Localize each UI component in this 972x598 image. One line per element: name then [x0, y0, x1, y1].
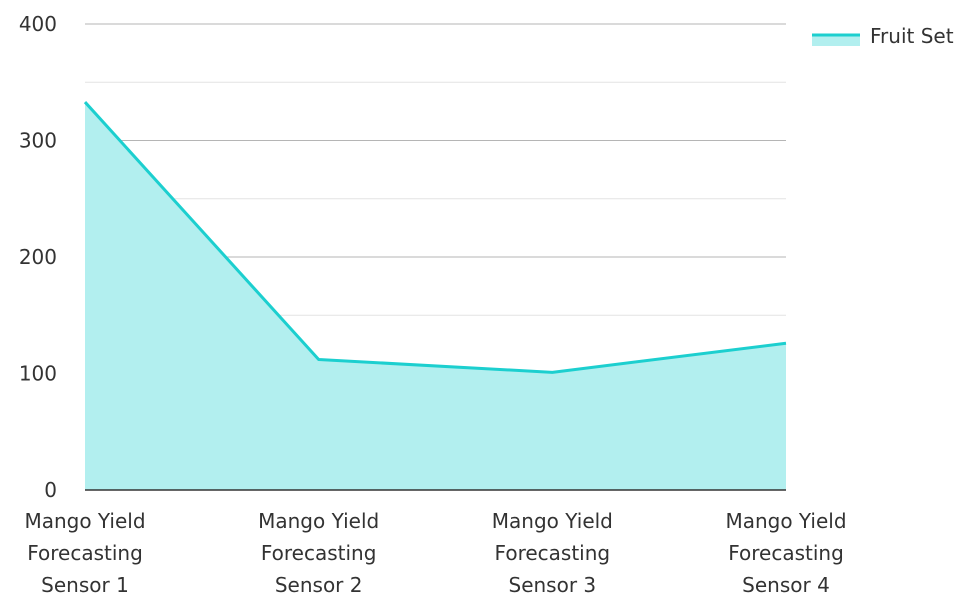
plot-area — [80, 97, 791, 491]
data-point[interactable] — [314, 355, 324, 365]
x-tick-label: Mango Yield — [725, 509, 846, 533]
x-tick-label: Sensor 2 — [275, 573, 363, 594]
y-tick-label: 200 — [19, 245, 57, 269]
x-tick-label: Forecasting — [495, 541, 611, 565]
data-point[interactable] — [80, 97, 90, 107]
x-tick-label: Sensor 1 — [41, 573, 129, 594]
series-area-fruit-set — [85, 102, 786, 491]
axis-labels: 0 100 200 300 400 Mango Yield Forecasting Senso… — [19, 12, 847, 597]
x-tick-label: Sensor 3 — [509, 573, 597, 594]
series-line-fruit-set — [83, 101, 787, 374]
x-tick-label: Mango Yield — [24, 509, 145, 533]
y-tick-label: 0 — [44, 478, 57, 502]
x-tick-label: Forecasting — [261, 541, 377, 565]
legend[interactable]: Fruit Set — [812, 24, 954, 48]
x-tick-label: Mango Yield — [492, 509, 613, 533]
data-point[interactable] — [781, 338, 791, 348]
x-tick-label: Forecasting — [27, 541, 143, 565]
legend-swatch — [812, 34, 860, 46]
x-tick-label: Forecasting — [728, 541, 844, 565]
y-tick-label: 400 — [19, 12, 57, 36]
x-tick-label: Sensor 4 — [742, 573, 830, 594]
x-tick-label: Mango Yield — [258, 509, 379, 533]
legend-label-fruit-set: Fruit Set — [870, 24, 954, 48]
y-tick-label: 100 — [19, 362, 57, 386]
y-tick-label: 300 — [19, 129, 57, 153]
data-point[interactable] — [547, 367, 557, 377]
